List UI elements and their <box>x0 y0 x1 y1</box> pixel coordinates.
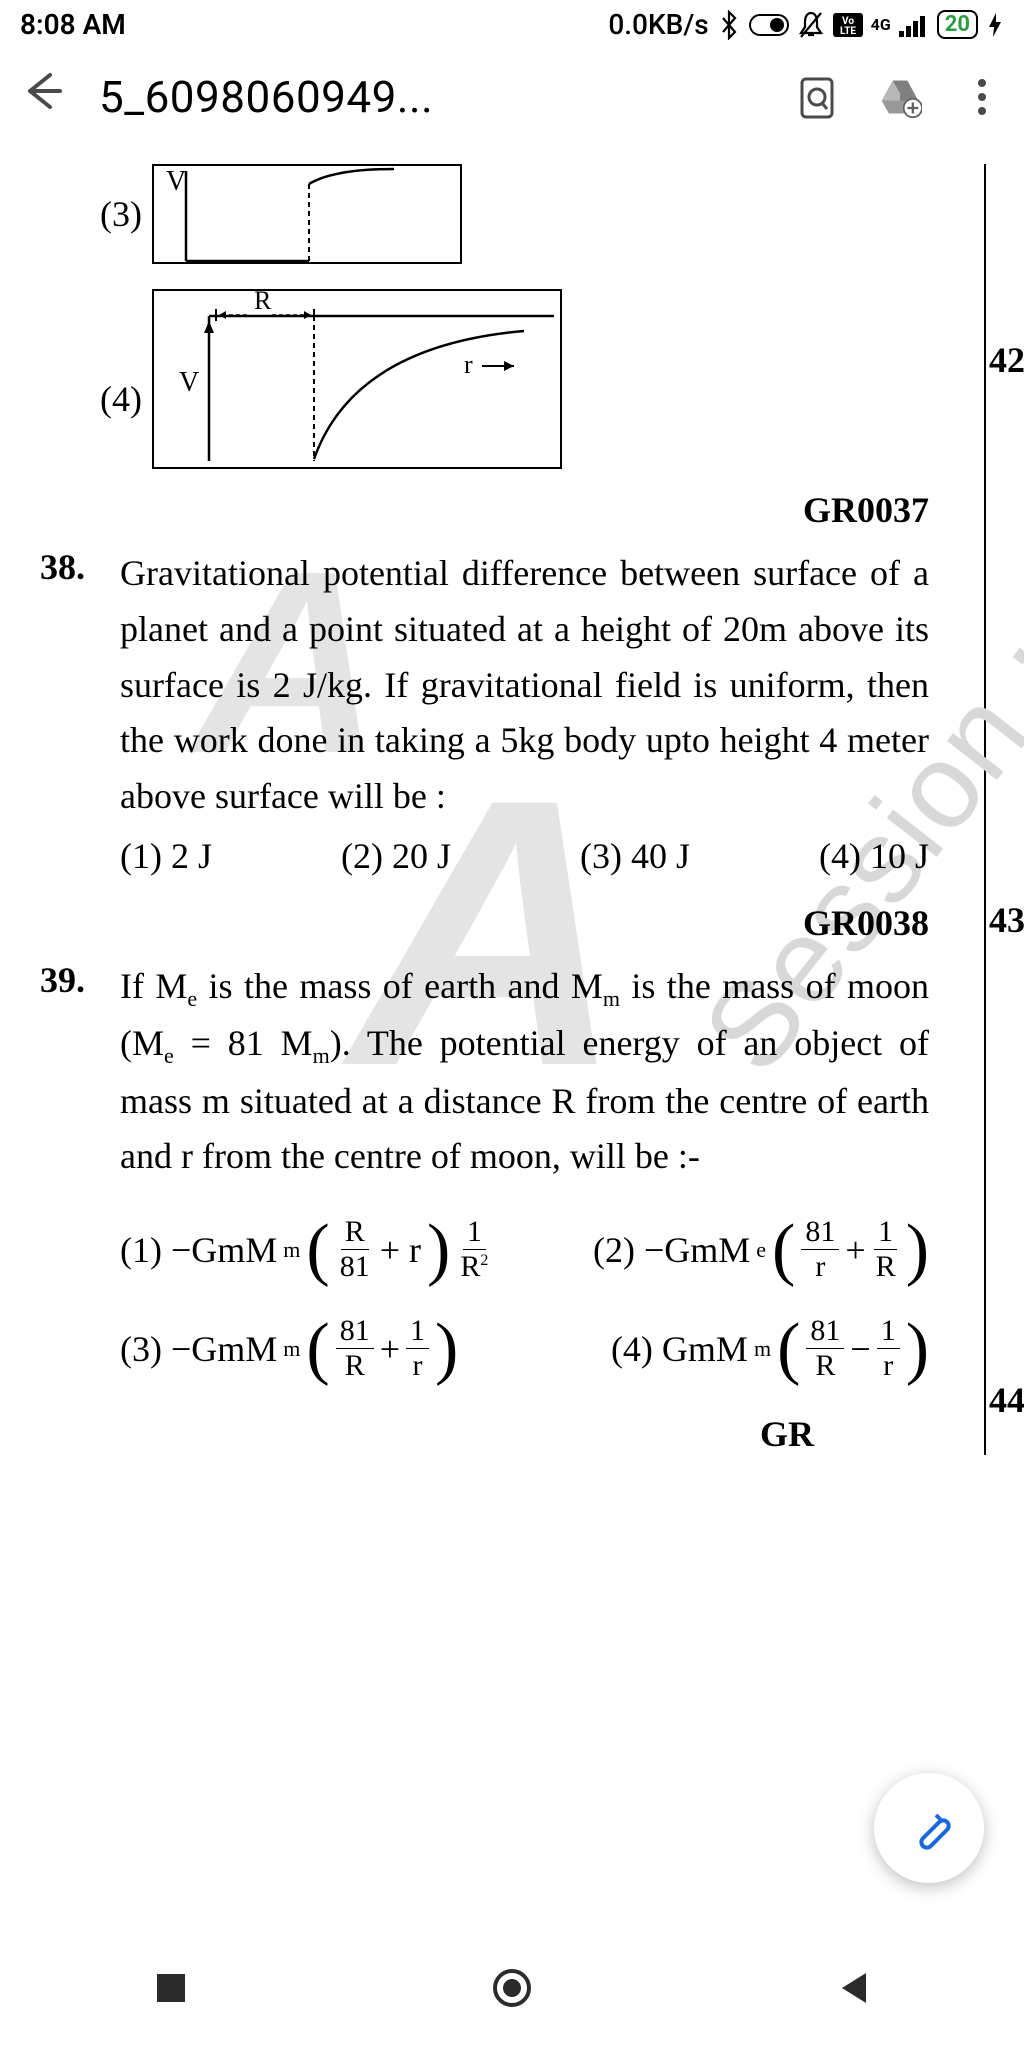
q39-opt4: (4) GmMm(81R − 1r) <box>611 1314 929 1383</box>
charging-icon <box>986 11 1004 39</box>
graph-4: V R r <box>152 289 562 469</box>
q39-opt3: (3) −GmMm(81R + 1r) <box>120 1314 458 1383</box>
svg-text:r: r <box>464 350 473 379</box>
code-gr0037: GR0037 <box>40 489 929 531</box>
question-38: 38. Gravitational potential difference b… <box>40 546 984 877</box>
mute-icon <box>797 10 825 40</box>
question-39: 39. If Me is the mass of earth and Mm is… <box>40 959 984 1383</box>
diagram-3-label: (3) <box>100 193 142 235</box>
q39-options: (1) −GmMm(R81 + r)1R2 (2) −GmMe(81r + 1R… <box>120 1215 929 1383</box>
drive-add-icon[interactable] <box>878 75 922 119</box>
side-43: 43. <box>989 899 1024 941</box>
q39-number: 39. <box>40 959 85 1001</box>
status-bar: 8:08 AM 0.0KB/s VoLTE 4G 20 <box>0 0 1024 49</box>
nav-back[interactable] <box>828 1963 878 2013</box>
battery-icon: 20 <box>937 10 978 39</box>
code-gr-end: GR <box>40 1413 814 1455</box>
q39-text: If Me is the mass of earth and Mm is the… <box>120 959 929 1185</box>
more-icon[interactable] <box>960 75 1004 119</box>
q38-opt3: (3) 40 J <box>580 835 690 877</box>
q38-options: (1) 2 J (2) 20 J (3) 40 J (4) 10 J <box>120 835 929 877</box>
svg-text:V: V <box>166 166 186 197</box>
signal-4g: 4G <box>871 17 891 33</box>
nav-recent[interactable] <box>146 1963 196 2013</box>
diagram-4-row: (4) V R r <box>100 289 984 469</box>
edit-fab[interactable] <box>874 1773 984 1883</box>
q38-opt2: (2) 20 J <box>341 835 451 877</box>
q39-opt1: (1) −GmMm(R81 + r)1R2 <box>120 1215 492 1284</box>
q39-opt2: (2) −GmMe(81r + 1R) <box>593 1215 929 1284</box>
app-header: 5_6098060949... <box>0 49 1024 154</box>
code-gr0038: GR0038 <box>40 902 929 944</box>
q38-text: Gravitational potential difference betwe… <box>120 546 929 825</box>
q38-number: 38. <box>40 546 85 588</box>
signal-bars-icon <box>899 13 929 37</box>
bluetooth-icon <box>717 10 741 40</box>
back-button[interactable] <box>20 69 64 124</box>
status-time: 8:08 AM <box>20 8 126 41</box>
document-content: A A Session : 42. 43. 44. (3) V (4) V <box>0 164 1024 1455</box>
nav-home[interactable] <box>487 1963 537 2013</box>
switch-icon <box>749 14 789 36</box>
navigation-bar <box>0 1928 1024 2048</box>
column-divider <box>984 164 986 1455</box>
file-title: 5_6098060949... <box>99 71 761 123</box>
q38-opt4: (4) 10 J <box>819 835 929 877</box>
find-icon[interactable] <box>796 75 840 119</box>
status-icons: 0.0KB/s VoLTE 4G 20 <box>608 8 1004 41</box>
diagram-4-label: (4) <box>100 378 142 420</box>
data-rate: 0.0KB/s <box>608 8 708 41</box>
svg-text:LTE: LTE <box>840 26 856 37</box>
q38-opt1: (1) 2 J <box>120 835 212 877</box>
side-44: 44. <box>989 1379 1024 1421</box>
side-42: 42. <box>989 339 1024 381</box>
diagram-3-row: (3) V <box>100 164 984 264</box>
volte-icon: VoLTE <box>833 13 863 37</box>
graph-3: V <box>152 164 462 264</box>
svg-text:V: V <box>179 367 199 398</box>
svg-text:R: R <box>254 291 272 315</box>
